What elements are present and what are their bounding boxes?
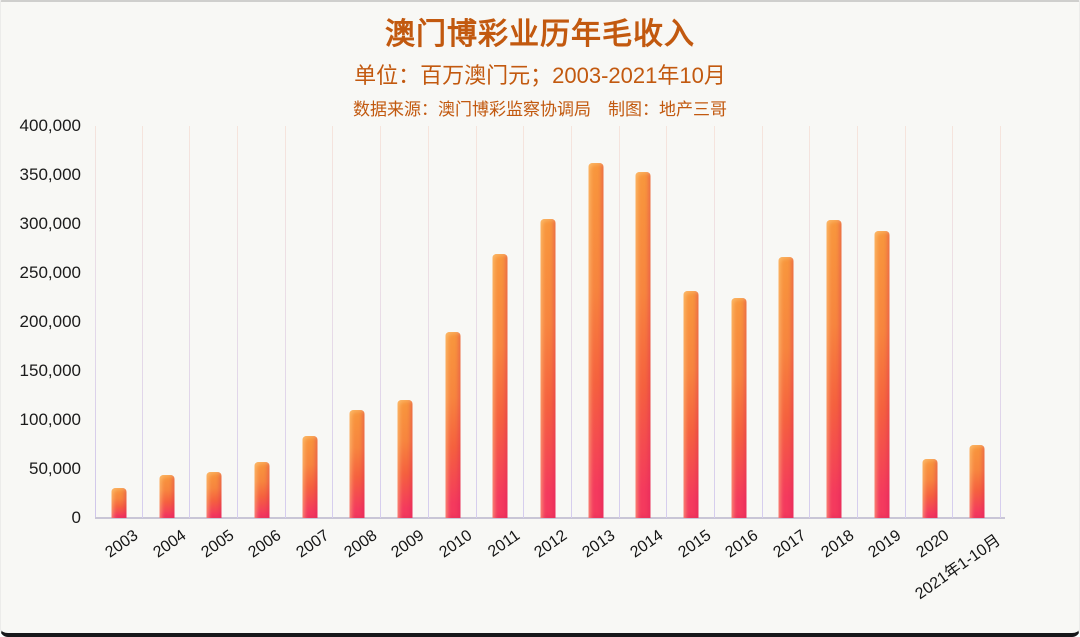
x-tick-label: 2010: [436, 527, 476, 562]
bar-2012: [540, 219, 556, 518]
x-tick-label: 2003: [102, 527, 142, 562]
bar-2015: [683, 291, 699, 518]
bar-2007: [302, 436, 318, 518]
y-tick-label: 100,000: [19, 410, 81, 429]
bar-2021年1-10月: [969, 445, 985, 518]
bar-2019: [874, 231, 890, 518]
x-tick-label: 2017: [770, 527, 810, 562]
x-tick-label: 2008: [341, 527, 381, 562]
category-column: 2010: [429, 126, 477, 561]
x-tick-label: 2013: [579, 527, 619, 562]
bar-2004: [159, 475, 175, 518]
category-column: 2015: [667, 126, 715, 561]
x-tick-label: 2005: [198, 527, 237, 562]
gridline: [284, 126, 286, 518]
bar-2008: [349, 410, 365, 518]
y-axis: 400,000 350,000 300,000 250,000 200,000 150,0…: [1, 116, 81, 527]
y-tick-label: 250,000: [19, 263, 81, 282]
category-column: 2017: [763, 126, 811, 561]
x-tick-label: 2021年1-10月: [912, 531, 1004, 603]
gridline: [618, 126, 620, 518]
category-column: 2006: [238, 126, 286, 561]
bar-2009: [397, 400, 413, 518]
gridline: [523, 126, 525, 518]
category-column: 2016: [715, 126, 763, 561]
bar-2020: [922, 459, 938, 518]
x-tick-label: 2012: [531, 527, 571, 562]
chart-title: 澳门博彩业历年毛收入: [385, 18, 695, 51]
chart-header: 澳门博彩业历年毛收入 单位：百万澳门元；2003-2021年10月 数据来源：澳…: [1, 2, 1079, 120]
category-column: 2019: [858, 126, 906, 561]
category-column: 2012: [524, 126, 572, 561]
category-column: 2013: [572, 126, 620, 561]
bar-2003: [111, 488, 127, 518]
y-tick-label: 150,000: [19, 361, 81, 380]
gridline: [332, 126, 334, 518]
category-column: 2018: [810, 126, 858, 561]
gridline: [189, 126, 191, 518]
gridline: [713, 126, 715, 518]
x-tick-label: 2019: [865, 527, 905, 562]
bar-2011: [492, 254, 508, 518]
y-tick-label: 400,000: [19, 116, 81, 135]
category-column: 2014: [620, 126, 668, 561]
y-axis-line: [95, 126, 96, 518]
gridline: [761, 126, 763, 518]
gridline: [427, 126, 429, 518]
gridline: [380, 126, 382, 518]
category-column: 2009: [381, 126, 429, 561]
x-axis-line: [95, 517, 1005, 519]
x-tick-label: 2018: [817, 527, 857, 562]
bar-2017: [778, 257, 794, 518]
y-tick-label: 300,000: [19, 214, 81, 233]
x-tick-label: 2014: [627, 527, 667, 562]
gridline: [952, 126, 954, 518]
x-tick-label: 2009: [388, 527, 428, 562]
chart-source-credit: 数据来源：澳门博彩监察协调局 制图：地产三哥: [353, 99, 727, 119]
gridline: [141, 126, 143, 518]
bar-2016: [731, 298, 747, 518]
y-tick-label: 0: [71, 508, 81, 527]
gridline: [666, 126, 668, 518]
bar-2014: [635, 172, 651, 518]
category-column: 2004: [143, 126, 191, 561]
category-column: 2005: [190, 126, 239, 561]
bar-2010: [445, 332, 461, 518]
gridline: [857, 126, 858, 518]
gridline: [570, 126, 572, 518]
x-tick-label: 2006: [245, 527, 285, 562]
x-tick-label: 2007: [293, 527, 333, 562]
category-column: 2003: [95, 126, 143, 561]
bar-2018: [826, 220, 842, 518]
y-tick-label: 350,000: [19, 165, 81, 184]
x-tick-label: 2011: [485, 527, 524, 561]
x-tick-label: 2016: [722, 527, 762, 562]
gridline: [475, 126, 477, 518]
x-tick-label: 2015: [674, 527, 714, 562]
gridline: [1000, 126, 1002, 518]
bar-2005: [206, 472, 222, 518]
gridline: [904, 126, 906, 518]
y-tick-label: 200,000: [19, 312, 81, 331]
chart-subtitle: 单位：百万澳门元；2003-2021年10月: [354, 62, 726, 88]
gridline: [809, 126, 811, 518]
bar-2013: [588, 163, 604, 518]
x-tick-label: 2004: [150, 527, 190, 562]
category-column: 2020: [906, 126, 954, 561]
category-column: 2007: [286, 126, 334, 561]
plot-area: 2003 2004 2005 2006 2007 2008 2009 2010 2011 2012…: [95, 126, 1005, 603]
category-column: 2021年1-10月: [912, 126, 1003, 603]
y-tick-label: 50,000: [29, 459, 81, 478]
category-column: 2011: [477, 126, 525, 561]
bar-2006: [254, 462, 270, 518]
category-column: 2008: [333, 126, 382, 561]
gridline: [237, 126, 239, 518]
